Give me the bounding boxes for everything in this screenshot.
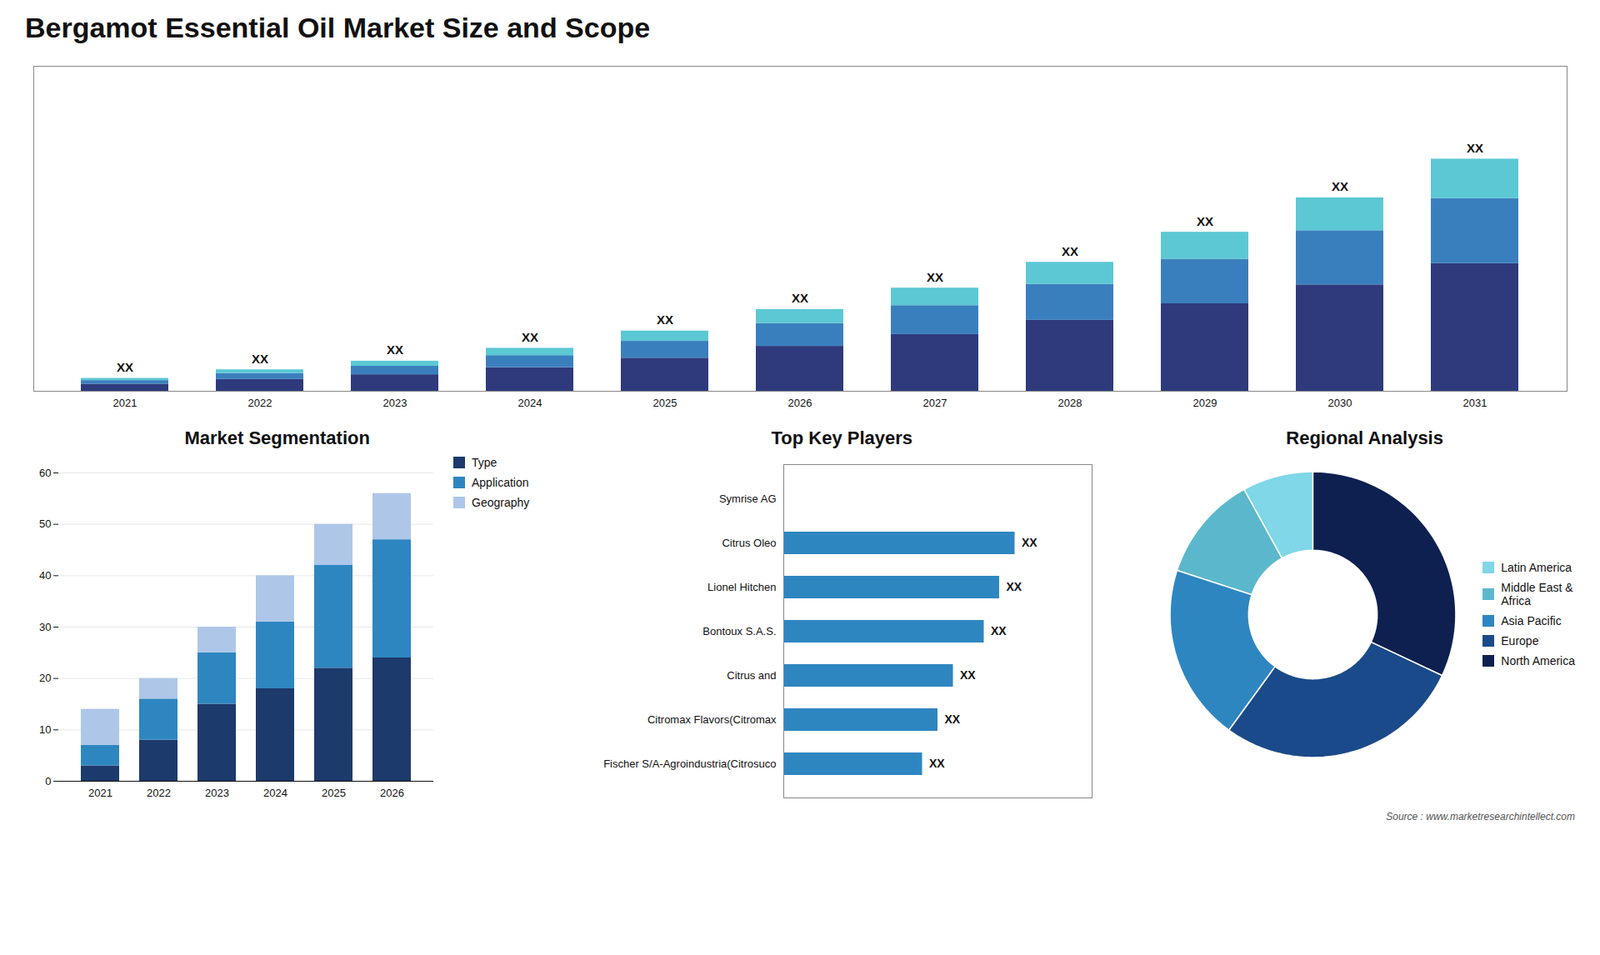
html-text:Middle East & Africa: Middle East & Africa <box>1501 580 1574 608</box>
svg-text:Symrise AG: Symrise AG <box>719 492 777 505</box>
html-text:Type: Type <box>471 455 497 470</box>
html-text:Latin America: Latin America <box>1501 560 1572 575</box>
html-text:Application: Application <box>471 475 529 490</box>
svg-text:XX: XX <box>791 290 809 305</box>
svg-text:2025: 2025 <box>653 396 678 410</box>
svg-text:2028: 2028 <box>1058 396 1083 410</box>
html-text:Regional Analysis: Regional Analysis <box>1286 427 1444 449</box>
svg-text:60: 60 <box>39 466 51 480</box>
html-text:Europe: Europe <box>1501 634 1539 648</box>
svg-text:XX: XX <box>386 342 404 357</box>
html-text:Geography: Geography <box>471 495 530 510</box>
svg-text:XX: XX <box>1196 214 1214 229</box>
svg-text:Fischer S/A-Agroindustria(Citr: Fischer S/A-Agroindustria(Citrosuco <box>603 757 776 770</box>
svg-text:20: 20 <box>39 671 51 685</box>
svg-text:XX: XX <box>990 624 1007 638</box>
svg-text:2024: 2024 <box>518 396 543 410</box>
svg-text:50: 50 <box>39 517 51 530</box>
svg-text:2022: 2022 <box>248 396 273 410</box>
svg-text:30: 30 <box>39 620 51 634</box>
svg-text:2023: 2023 <box>205 786 230 800</box>
svg-text:XX: XX <box>116 360 134 375</box>
svg-text:XX: XX <box>521 330 539 345</box>
html-text:North America: North America <box>1501 654 1575 668</box>
svg-text:XX: XX <box>960 668 976 682</box>
svg-text:XX: XX <box>945 712 961 726</box>
svg-text:XX: XX <box>1061 244 1079 259</box>
svg-text:XX: XX <box>656 312 674 327</box>
svg-text:2027: 2027 <box>923 396 948 410</box>
svg-text:2026: 2026 <box>380 786 405 800</box>
svg-text:2025: 2025 <box>321 786 346 800</box>
svg-text:Lionel Hitchen: Lionel Hitchen <box>707 580 776 594</box>
svg-text:40: 40 <box>39 569 51 582</box>
svg-text:2026: 2026 <box>788 396 813 410</box>
svg-text:XX: XX <box>1466 140 1484 155</box>
svg-text:2031: 2031 <box>1463 396 1488 410</box>
svg-text:Citromax Flavors(Citromax: Citromax Flavors(Citromax <box>647 713 777 726</box>
svg-text:XX: XX <box>926 270 944 285</box>
svg-text:XX: XX <box>929 756 945 770</box>
svg-text:XX: XX <box>1331 179 1349 194</box>
svg-text:XX: XX <box>1021 535 1038 550</box>
svg-text:2021: 2021 <box>88 786 113 800</box>
svg-text:Citrus and: Citrus and <box>727 669 777 682</box>
svg-text:2029: 2029 <box>1193 396 1218 410</box>
svg-text:2024: 2024 <box>263 786 288 800</box>
html-text:Source : www.marketresearchint: Source : www.marketresearchintellect.com <box>1386 810 1575 823</box>
svg-text:Bontoux S.A.S.: Bontoux S.A.S. <box>703 625 777 638</box>
svg-text:XX: XX <box>251 351 269 366</box>
html-text:Bergamot Essential Oil Market: Bergamot Essential Oil Market Size and S… <box>25 11 651 44</box>
html-text:Top Key Players: Top Key Players <box>771 427 913 449</box>
svg-text:2030: 2030 <box>1328 396 1353 410</box>
svg-text:Citrus Oleo: Citrus Oleo <box>722 536 777 550</box>
svg-text:2023: 2023 <box>383 396 408 410</box>
svg-text:2022: 2022 <box>146 786 171 800</box>
svg-text:XX: XX <box>1006 580 1023 594</box>
html-text:Market Segmentation: Market Segmentation <box>184 427 370 449</box>
html-text:Asia Pacific: Asia Pacific <box>1501 614 1562 628</box>
svg-text:10: 10 <box>39 723 51 736</box>
svg-text:0: 0 <box>45 775 51 788</box>
svg-text:2021: 2021 <box>113 396 138 410</box>
